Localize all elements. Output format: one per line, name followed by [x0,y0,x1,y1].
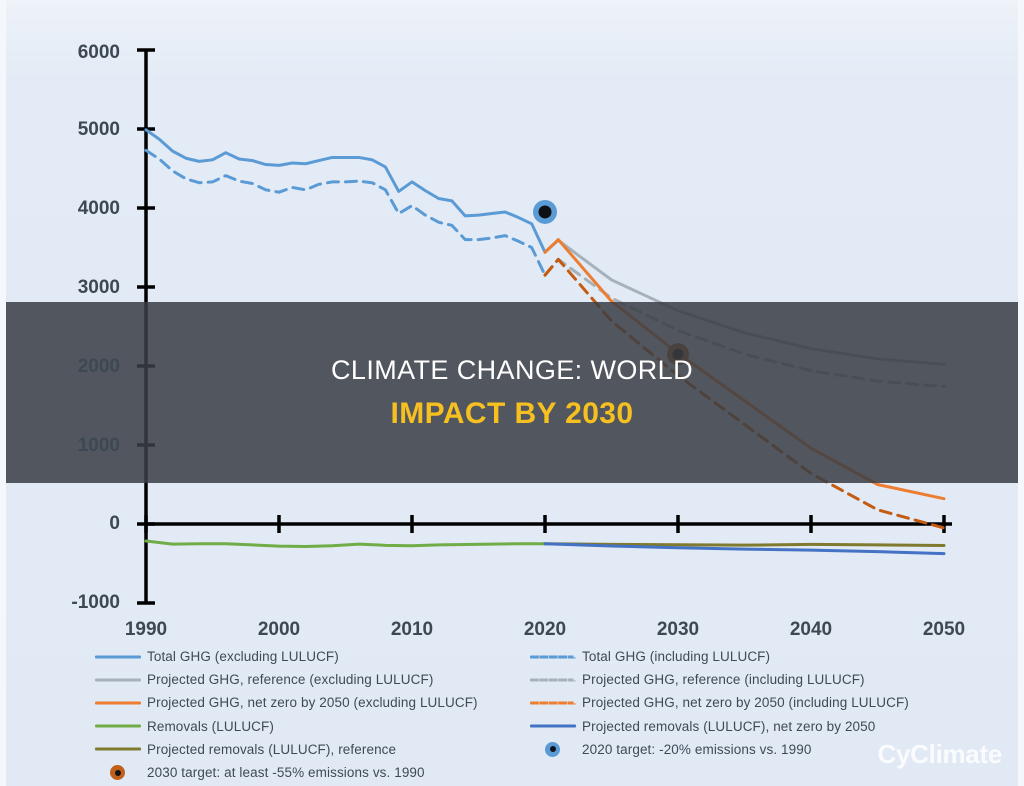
legend-marker-dot-icon [530,741,576,757]
x-tick-2040: 2040 [789,619,833,640]
legend-item-label: 2020 target: -20% emissions vs. 1990 [582,741,812,757]
x-tick-1990: 1990 [124,619,168,640]
legend-item-right-3[interactable]: Projected GHG, net zero by 2050 (includi… [530,695,909,710]
legend-item-label: Projected GHG, net zero by 2050 (excludi… [147,695,478,711]
legend-item-label: Projected GHG, reference (including LULU… [582,672,865,688]
overlay-title-secondary: IMPACT BY 2030 [390,396,634,430]
y-tick-5000: 5000 [77,119,120,140]
right-gutter [1018,0,1024,786]
swatch-bar [95,747,141,751]
y-tick-4000: 4000 [77,198,120,219]
y-tick-2000: 2000 [77,356,120,377]
chart-legend: Total GHG (excluding LULUCF) Projected GH… [0,646,1024,786]
legend-item-right-4[interactable]: Projected removals (LULUCF), net zero by… [530,719,875,734]
legend-item-left-3[interactable]: Projected GHG, net zero by 2050 (excludi… [95,695,478,710]
legend-item-label: Projected GHG, net zero by 2050 (includi… [582,695,909,711]
y-tick-0: 0 [109,513,120,534]
legend-item-label: Total GHG (including LULUCF) [582,649,771,664]
legend-line-swatch-icon [530,673,576,687]
swatch-bar [95,724,141,728]
swatch-bar [530,655,576,658]
legend-item-label: Removals (LULUCF) [147,718,274,734]
legend-item-label: Projected removals (LULUCF), reference [147,741,397,757]
series-line [144,148,547,277]
swatch-bar [530,701,576,705]
legend-item-label: Projected GHG, reference (excluding LULU… [147,672,434,688]
y-tick-minus-1000: -1000 [71,592,120,613]
legend-item-label: Total GHG (excluding LULUCF) [147,649,339,664]
swatch-bar [530,678,576,682]
legend-item-left-6[interactable]: 2030 target: at least -55% emissions vs.… [95,765,425,780]
legend-item-right-2[interactable]: Projected GHG, reference (including LULU… [530,672,865,687]
left-gutter [0,0,6,786]
series-line [543,542,946,547]
x-tick-2010: 2010 [390,619,434,640]
dot-center [549,746,556,753]
legend-line-swatch-icon [95,719,141,733]
legend-line-swatch-icon [95,696,141,710]
y-tick-3000: 3000 [77,277,120,298]
legend-item-left-4[interactable]: Removals (LULUCF) [95,719,274,734]
legend-line-swatch-icon [530,650,576,664]
x-tick-2030: 2030 [656,619,700,640]
y-tick-6000: 6000 [77,42,120,63]
x-tick-2020: 2020 [523,619,567,640]
legend-line-swatch-icon [95,650,141,664]
legend-line-swatch-icon [530,719,576,733]
legend-line-swatch-icon [95,742,141,756]
legend-item-label: Projected removals (LULUCF), net zero by… [582,718,876,734]
legend-item-right-1[interactable]: Total GHG (including LULUCF) [530,649,770,664]
x-tick-2000: 2000 [257,619,301,640]
legend-line-swatch-icon [530,696,576,710]
y-tick-1000: 1000 [77,435,120,456]
swatch-bar [95,701,141,705]
series-line [144,128,547,254]
swatch-bar [95,678,141,682]
series-line [543,542,946,556]
swatch-bar [530,724,576,728]
legend-item-left-1[interactable]: Total GHG (excluding LULUCF) [95,649,339,664]
dot-center [114,769,121,776]
legend-item-right-5[interactable]: 2020 target: -20% emissions vs. 1990 [530,741,812,757]
legend-line-swatch-icon [95,673,141,687]
x-tick-2050: 2050 [922,619,966,640]
series-line [144,539,547,549]
legend-item-label: 2030 target: at least -55% emissions vs.… [147,765,425,780]
legend-item-left-2[interactable]: Projected GHG, reference (excluding LULU… [95,672,433,687]
legend-item-left-5[interactable]: Projected removals (LULUCF), reference [95,742,396,757]
marker-2020-target-center [538,205,552,219]
series-line [543,257,946,530]
title-overlay-band: CLIMATE CHANGE: WORLD IMPACT BY 2030 [0,302,1024,483]
overlay-title-primary: CLIMATE CHANGE: WORLD [331,354,693,385]
swatch-bar [95,655,141,658]
legend-marker-dot-icon [95,765,141,780]
